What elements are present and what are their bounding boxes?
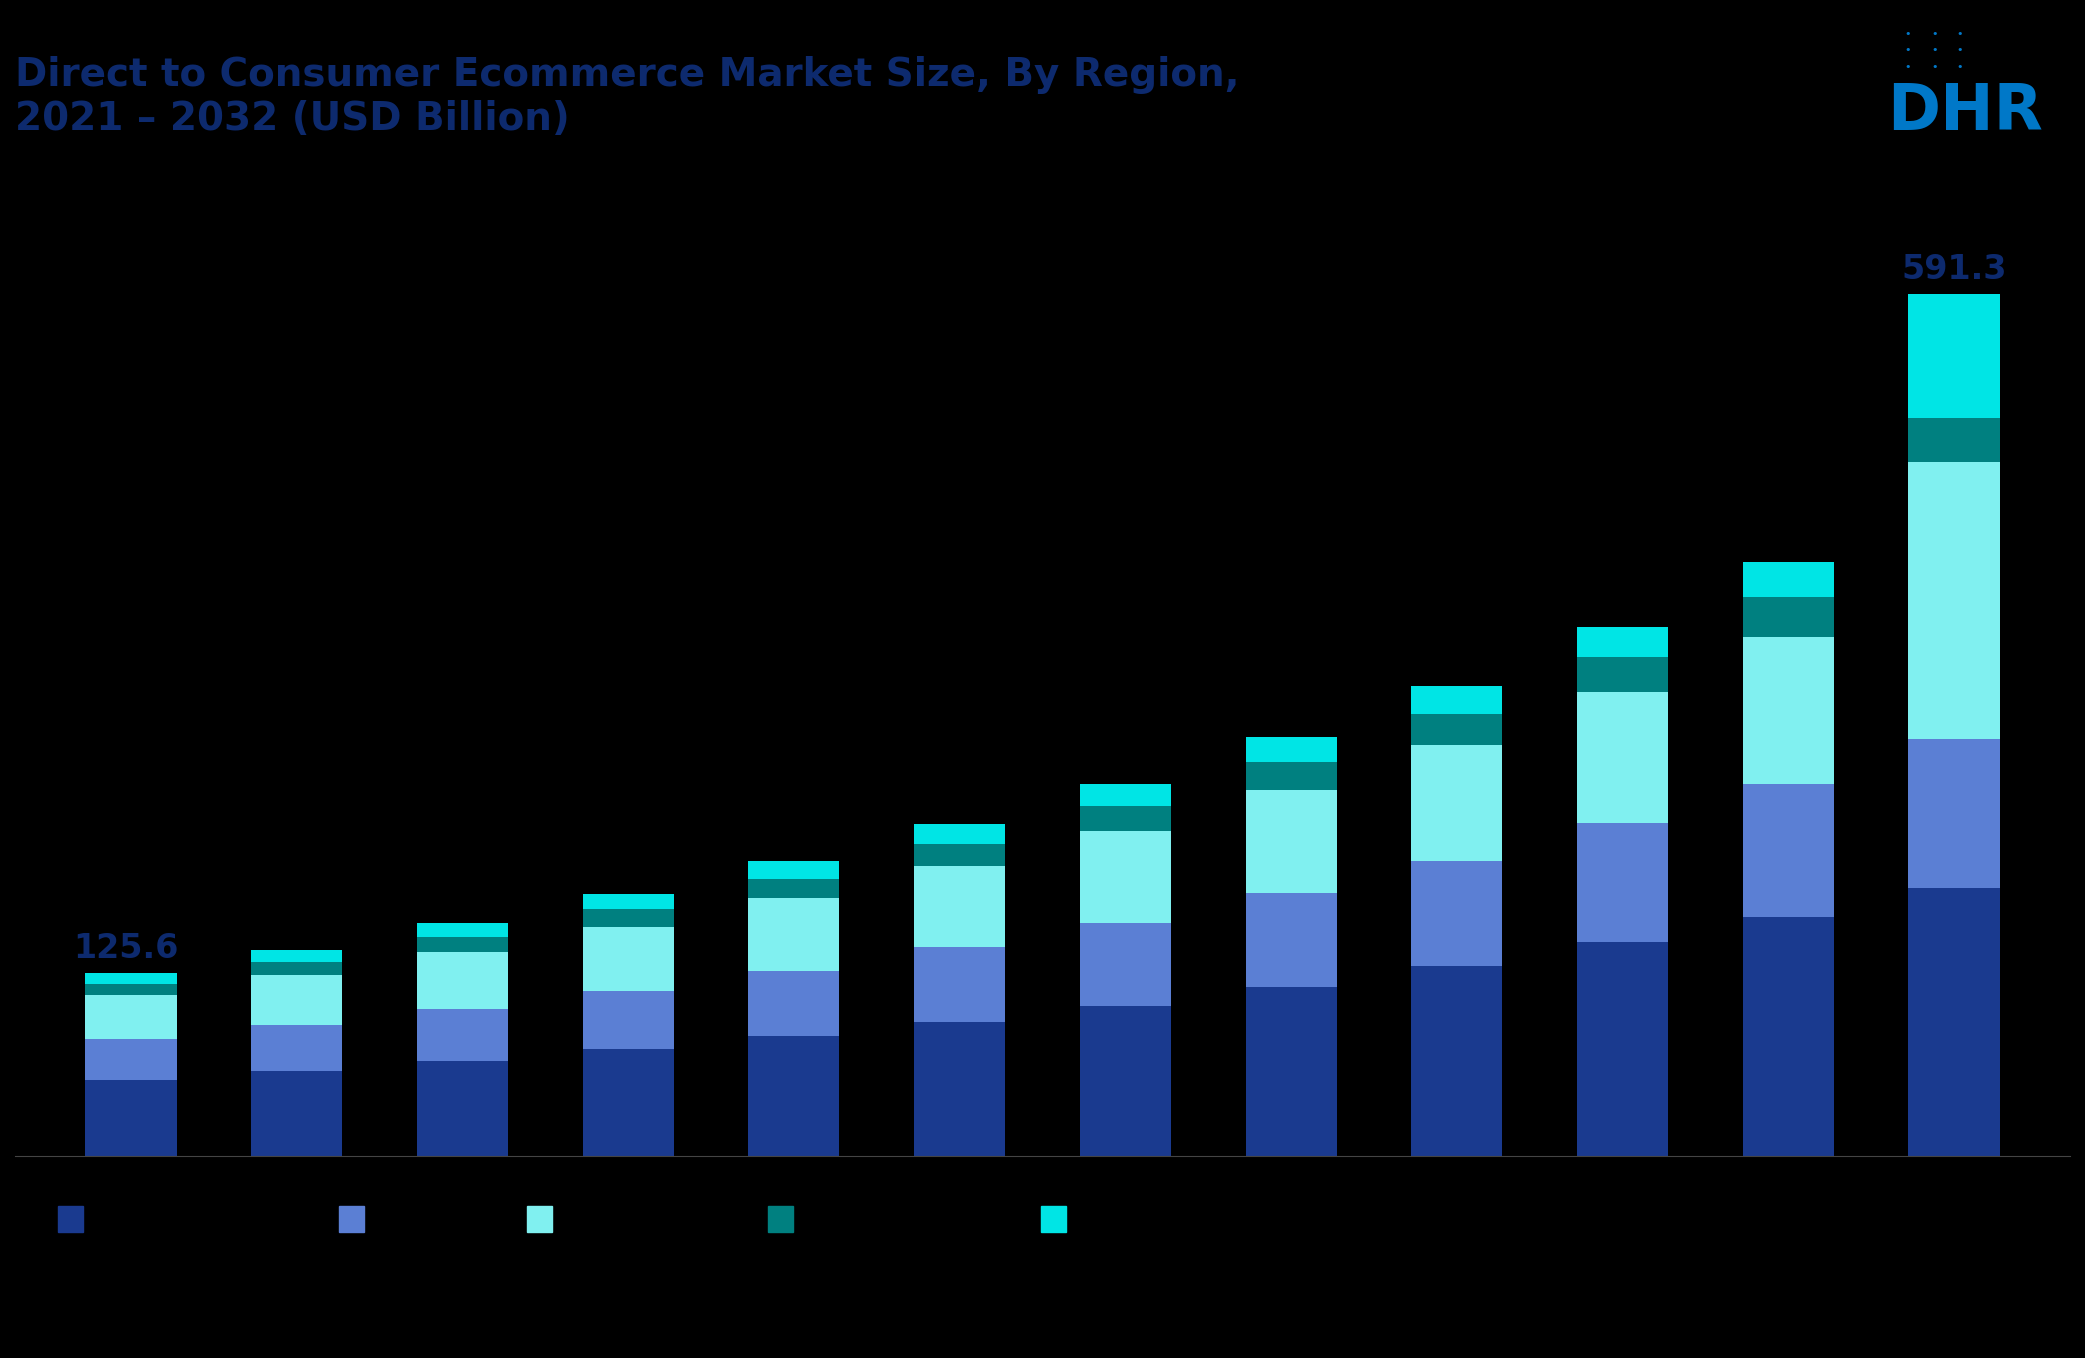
Bar [417, 1061, 509, 1156]
Legend: North America, Europe, Asia Pacific, Latin America, MEA: North America, Europe, Asia Pacific, Lat… [48, 1196, 1143, 1243]
Bar [1908, 418, 2000, 462]
Bar [1743, 637, 1835, 784]
Text: •: • [1931, 61, 1939, 72]
Bar [85, 983, 177, 995]
Bar [1080, 922, 1172, 1006]
Text: Direct to Consumer Ecommerce Market Size, By Region,
2021 – 2032 (USD Billion): Direct to Consumer Ecommerce Market Size… [15, 56, 1238, 137]
Bar [1576, 626, 1668, 657]
Bar [1743, 917, 1835, 1156]
Text: 125.6: 125.6 [73, 933, 179, 966]
Bar [1576, 657, 1668, 693]
Bar [1412, 686, 1503, 714]
Bar [913, 1021, 1005, 1156]
Bar [1743, 562, 1835, 598]
Bar [250, 975, 342, 1025]
Text: •: • [1904, 29, 1912, 39]
Bar [582, 1050, 673, 1156]
Bar [1245, 790, 1336, 894]
Bar [417, 937, 509, 952]
Bar [85, 1039, 177, 1080]
Bar [1245, 894, 1336, 987]
Bar [1908, 462, 2000, 739]
Bar [582, 910, 673, 928]
Bar [913, 948, 1005, 1021]
Bar [85, 972, 177, 983]
Bar [1908, 739, 2000, 888]
Bar [1743, 784, 1835, 917]
Bar [913, 866, 1005, 948]
Text: •: • [1956, 29, 1964, 39]
Bar [749, 898, 840, 971]
Bar [1245, 737, 1336, 762]
Text: •: • [1956, 61, 1964, 72]
Bar [1080, 805, 1172, 831]
Text: •: • [1931, 29, 1939, 39]
Bar [85, 1080, 177, 1156]
Bar [749, 1036, 840, 1156]
Text: •: • [1904, 61, 1912, 72]
Bar [1412, 861, 1503, 967]
Bar [1080, 784, 1172, 805]
Bar [250, 1025, 342, 1071]
Bar [417, 923, 509, 937]
Bar [1908, 888, 2000, 1156]
Bar [1412, 967, 1503, 1156]
Text: •: • [1956, 45, 1964, 56]
Bar [1908, 293, 2000, 418]
Bar [1245, 987, 1336, 1156]
Bar [749, 879, 840, 898]
Bar [1412, 744, 1503, 861]
Bar [913, 824, 1005, 843]
Text: DHR: DHR [1887, 81, 2043, 144]
Bar [1080, 831, 1172, 922]
Text: •: • [1904, 45, 1912, 56]
Bar [1245, 762, 1336, 790]
Bar [417, 952, 509, 1009]
Text: •: • [1931, 45, 1939, 56]
Bar [417, 1009, 509, 1061]
Bar [749, 861, 840, 879]
Bar [749, 971, 840, 1036]
Bar [250, 961, 342, 975]
Bar [582, 991, 673, 1050]
Text: 591.3: 591.3 [1902, 254, 2006, 287]
Bar [1576, 823, 1668, 941]
Bar [1576, 941, 1668, 1156]
Bar [1743, 598, 1835, 637]
Bar [250, 949, 342, 961]
Bar [582, 928, 673, 991]
Bar [582, 894, 673, 910]
Bar [1080, 1006, 1172, 1156]
Bar [85, 995, 177, 1039]
Bar [913, 843, 1005, 866]
Bar [250, 1071, 342, 1156]
Bar [1576, 693, 1668, 823]
Bar [1412, 714, 1503, 744]
